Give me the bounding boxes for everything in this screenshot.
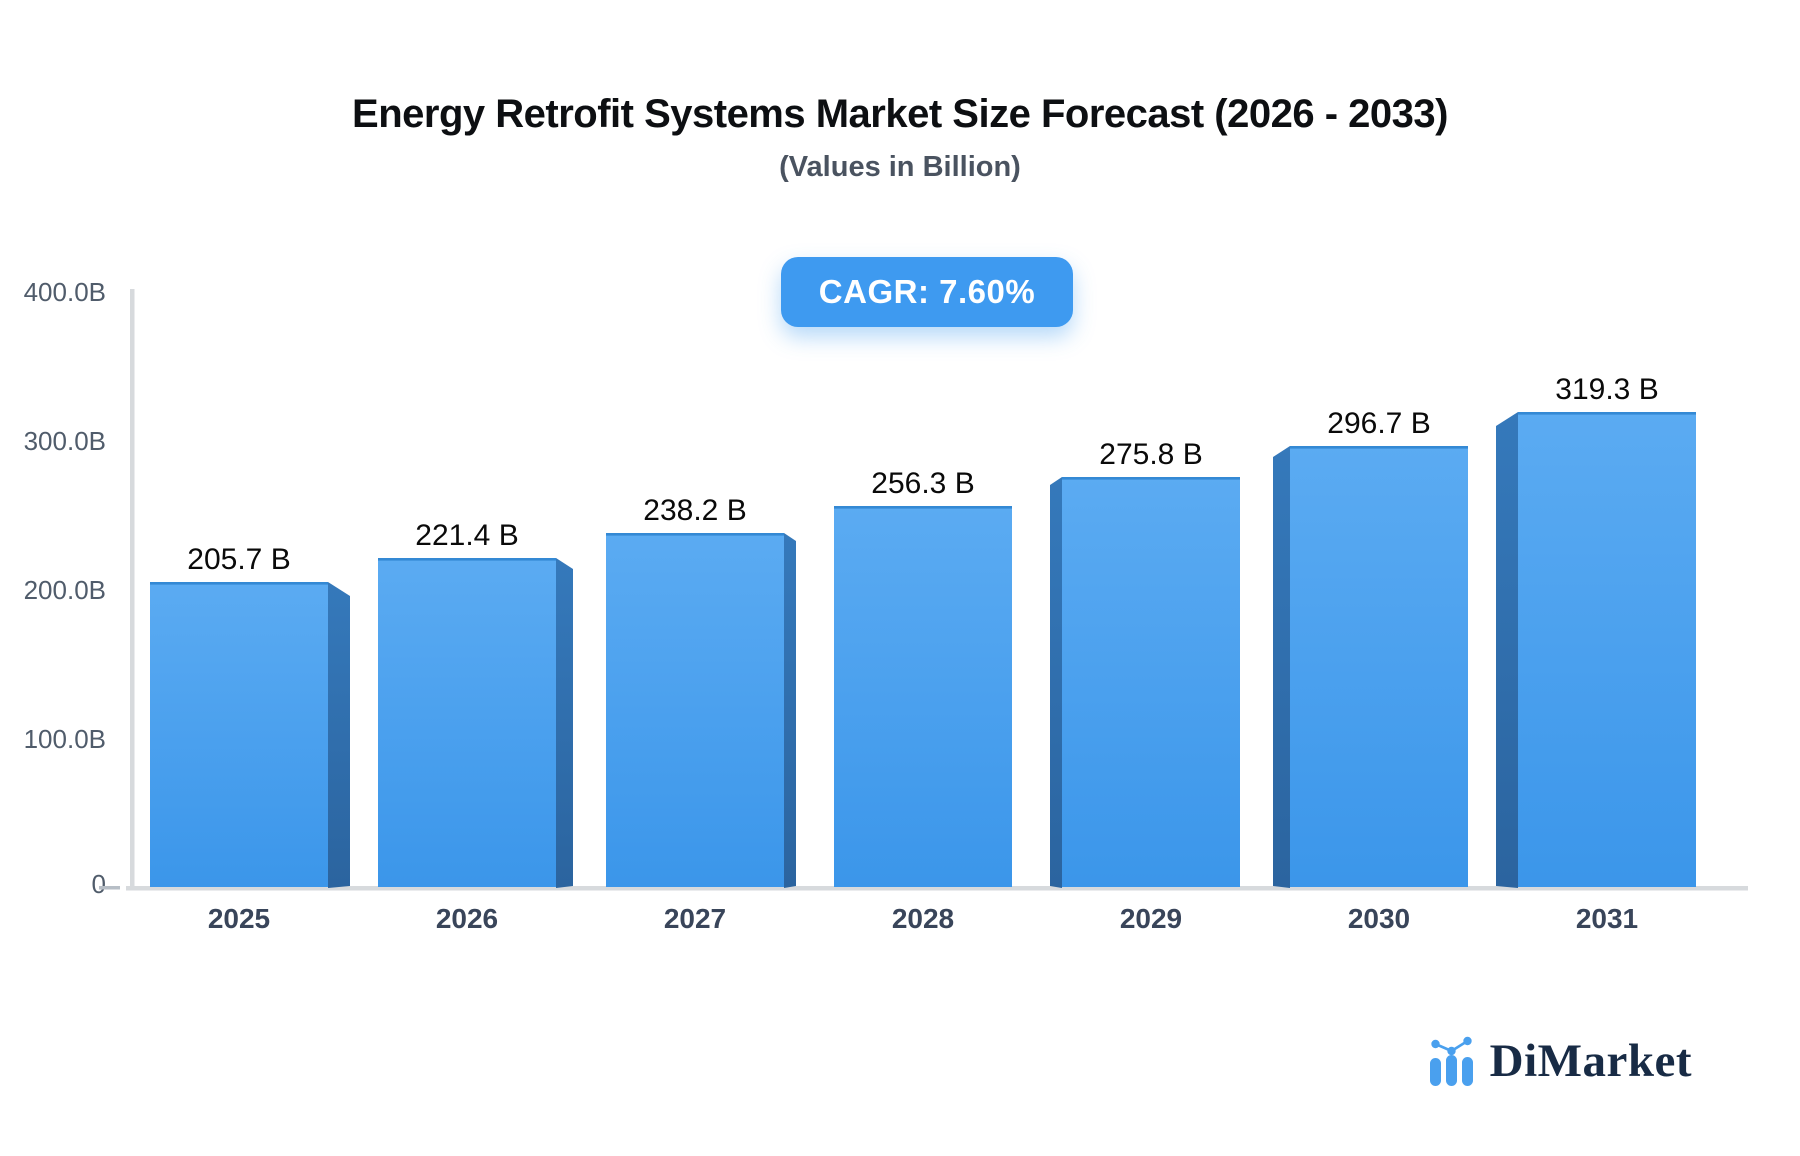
- chart-title: Energy Retrofit Systems Market Size Fore…: [352, 92, 1448, 136]
- bar-value-label: 221.4 B: [415, 519, 518, 552]
- x-axis-label: 2026: [436, 903, 498, 934]
- bar-2029[interactable]: [1062, 477, 1240, 887]
- bar-side-2030: [1273, 446, 1290, 888]
- mini-bar-chart-icon: [1429, 1036, 1473, 1086]
- bar-value-label: 319.3 B: [1555, 373, 1658, 406]
- brand-logo: DiMarket: [1429, 1036, 1692, 1086]
- y-axis-line: [130, 289, 135, 890]
- cagr-badge: CAGR: 7.60%: [780, 257, 1074, 327]
- y-axis-label: 0: [92, 869, 106, 899]
- y-axis-label: 400.0B: [24, 277, 106, 307]
- x-axis-label: 2030: [1348, 903, 1410, 934]
- bar-2028[interactable]: [834, 506, 1012, 887]
- bar-top-edge: [1062, 477, 1240, 480]
- x-axis-label: 2029: [1120, 903, 1182, 934]
- bar-side-2027: [784, 533, 796, 888]
- x-axis-line: [126, 886, 1748, 891]
- zero-tick-mark: [99, 886, 120, 890]
- bar-value-label: 256.3 B: [871, 467, 974, 500]
- brand-name: DiMarket: [1489, 1034, 1692, 1087]
- bar-value-label: 275.8 B: [1099, 438, 1202, 471]
- bar-side-2025: [328, 582, 350, 888]
- chart-header: Energy Retrofit Systems Market Size Fore…: [0, 92, 1800, 184]
- bar-2026[interactable]: [378, 558, 556, 887]
- bar-value-label: 205.7 B: [187, 543, 290, 576]
- y-axis-label: 200.0B: [24, 575, 106, 605]
- bar-top-edge: [150, 582, 328, 585]
- bar-side-2029: [1050, 477, 1062, 888]
- bar-2031[interactable]: [1518, 412, 1696, 887]
- bar-value-label: 238.2 B: [643, 494, 746, 527]
- x-axis-label: 2025: [208, 903, 270, 934]
- y-axis-label: 100.0B: [24, 724, 106, 754]
- bar-2025[interactable]: [150, 582, 328, 887]
- bar-side-2026: [556, 558, 573, 888]
- x-axis-label: 2027: [664, 903, 726, 934]
- bar-top-edge: [378, 558, 556, 561]
- y-axis-label: 300.0B: [24, 426, 106, 456]
- bar-top-edge: [834, 506, 1012, 509]
- bar-value-label: 296.7 B: [1327, 407, 1430, 440]
- x-axis-label: 2031: [1576, 903, 1638, 934]
- chart-subtitle: (Values in Billion): [779, 151, 1021, 183]
- bar-top-edge: [606, 533, 784, 536]
- bar-side-2031: [1496, 412, 1518, 888]
- bar-top-edge: [1290, 446, 1468, 449]
- badge-row: CAGR: 7.60%: [27, 257, 1800, 327]
- bar-2027[interactable]: [606, 533, 784, 887]
- x-axis-label: 2028: [892, 903, 954, 934]
- bar-top-edge: [1518, 412, 1696, 415]
- bar-2030[interactable]: [1290, 446, 1468, 887]
